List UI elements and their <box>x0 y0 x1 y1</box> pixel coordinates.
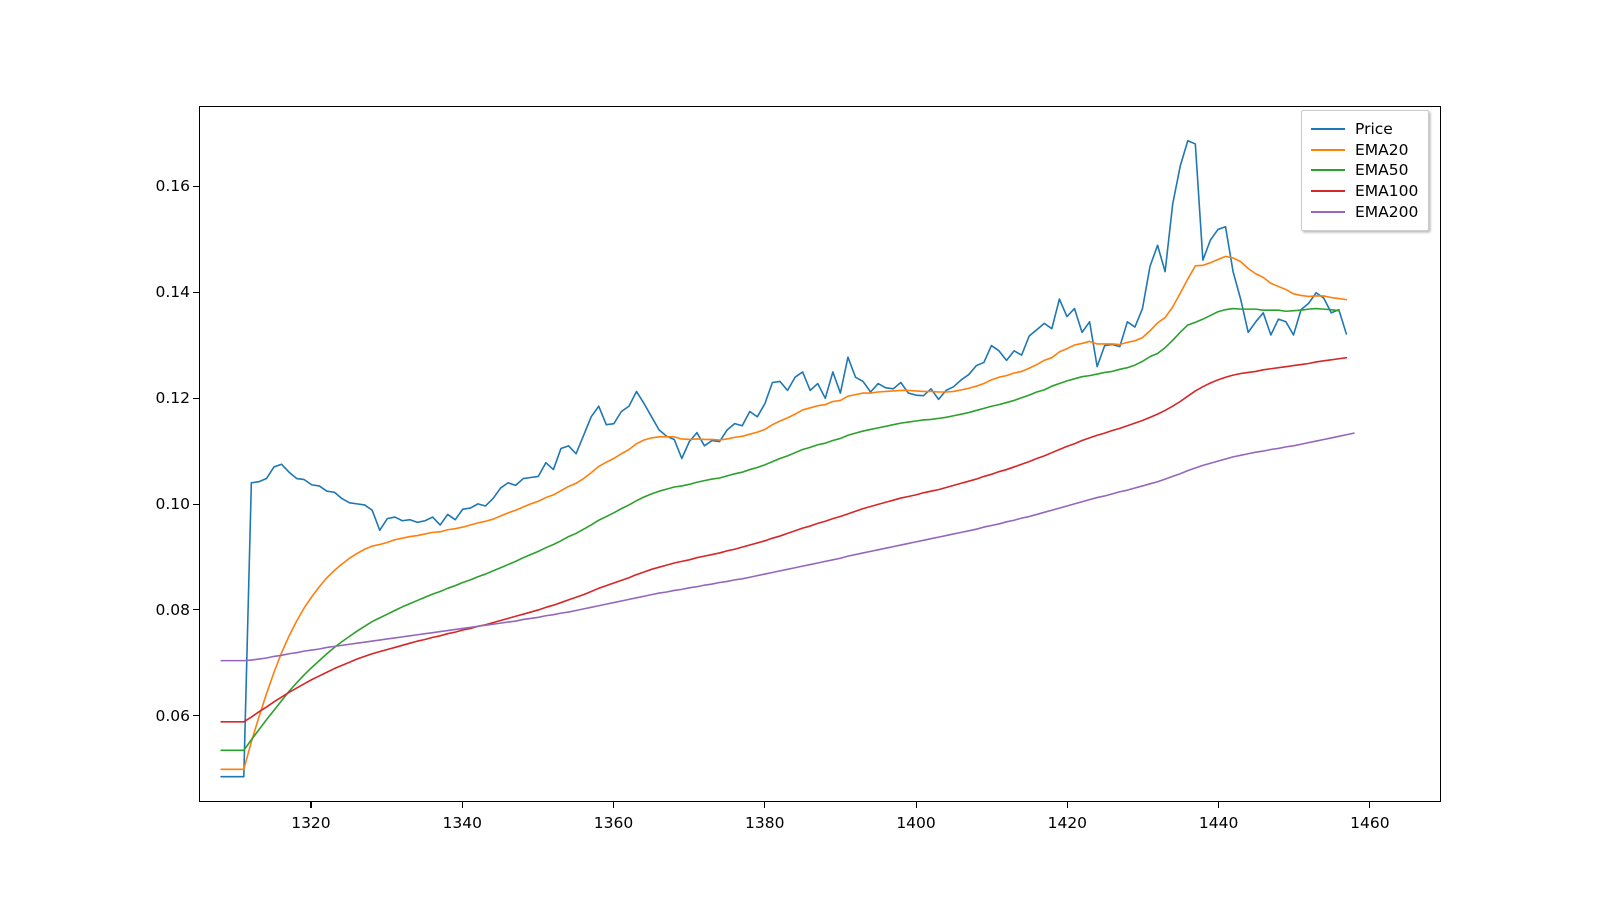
legend-label: EMA100 <box>1355 182 1419 201</box>
y-tick-mark <box>193 503 199 505</box>
series-line-price <box>221 141 1346 777</box>
legend-color-swatch <box>1311 169 1345 172</box>
legend-item-ema200[interactable]: EMA200 <box>1311 201 1418 222</box>
x-tick-mark <box>764 802 766 808</box>
x-tick-mark <box>1066 802 1068 808</box>
legend-color-swatch <box>1311 128 1345 131</box>
x-tick-label: 1320 <box>291 814 331 832</box>
series-line-ema100 <box>221 358 1346 722</box>
x-tick-mark <box>1369 802 1371 808</box>
legend-label: EMA200 <box>1355 202 1419 221</box>
legend-label: EMA50 <box>1355 161 1409 180</box>
y-tick-mark <box>193 185 199 188</box>
legend-item-ema20[interactable]: EMA20 <box>1311 140 1418 161</box>
legend-item-ema50[interactable]: EMA50 <box>1311 160 1418 181</box>
y-tick-mark <box>193 715 199 717</box>
x-tick-mark <box>613 802 615 808</box>
x-tick-mark <box>310 802 312 808</box>
y-tick-label: 0.06 <box>155 706 190 725</box>
x-tick-label: 1380 <box>745 814 785 832</box>
series-line-ema200 <box>221 433 1354 660</box>
y-tick-label: 0.08 <box>155 600 190 619</box>
chart-legend[interactable]: Price EMA20 EMA50 EMA100 EMA200 <box>1301 110 1430 231</box>
legend-label: Price <box>1355 120 1393 139</box>
x-tick-mark <box>915 802 917 808</box>
x-tick-mark <box>1218 802 1220 808</box>
legend-color-swatch <box>1311 148 1345 151</box>
y-tick-mark <box>193 397 199 399</box>
series-line-ema50 <box>221 309 1339 751</box>
y-tick-mark <box>193 609 199 611</box>
chart-lines <box>200 107 1440 801</box>
y-tick-mark <box>193 291 199 293</box>
y-tick-label: 0.14 <box>155 283 190 302</box>
legend-color-swatch <box>1311 190 1345 193</box>
x-tick-mark <box>461 802 463 808</box>
legend-item-price[interactable]: Price <box>1311 119 1418 140</box>
legend-item-ema100[interactable]: EMA100 <box>1311 181 1418 202</box>
x-tick-label: 1420 <box>1047 814 1088 832</box>
x-tick-label: 1360 <box>593 814 634 832</box>
x-tick-label: 1460 <box>1350 814 1390 832</box>
y-tick-label: 0.12 <box>155 389 190 408</box>
y-tick-label: 0.10 <box>155 495 190 514</box>
x-tick-label: 1440 <box>1198 814 1239 832</box>
x-tick-label: 1340 <box>442 814 482 832</box>
legend-color-swatch <box>1311 210 1345 213</box>
x-tick-label: 1400 <box>896 814 936 832</box>
series-line-ema20 <box>221 256 1346 769</box>
y-tick-label: 0.16 <box>155 177 190 196</box>
legend-label: EMA20 <box>1355 140 1409 159</box>
plot-axes <box>199 106 1441 802</box>
